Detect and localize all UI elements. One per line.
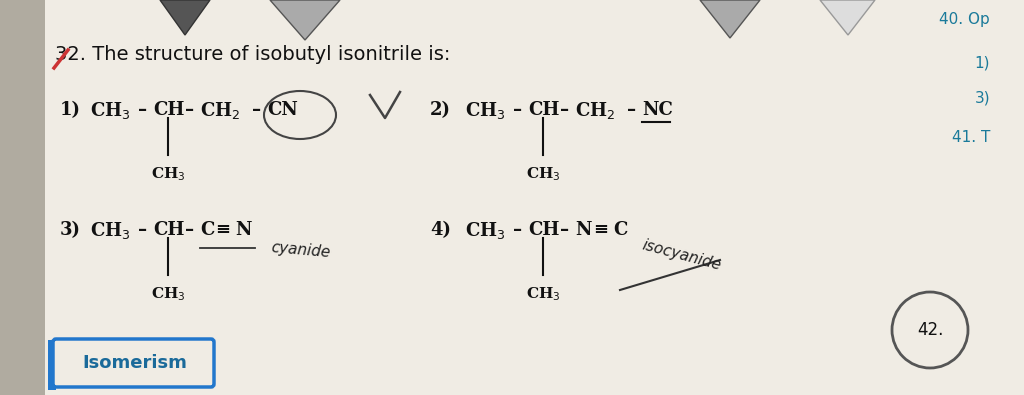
Text: CN: CN (267, 101, 298, 119)
Text: ≡: ≡ (593, 221, 608, 239)
Text: CH$_3$: CH$_3$ (525, 285, 560, 303)
Text: isocyanide: isocyanide (640, 237, 722, 273)
Text: 32. The structure of isobutyl isonitrile is:: 32. The structure of isobutyl isonitrile… (55, 45, 451, 64)
Text: 2): 2) (430, 101, 451, 119)
Text: –: – (185, 221, 195, 239)
Text: 3): 3) (60, 221, 81, 239)
Text: –: – (138, 221, 147, 239)
Text: CH$_3$: CH$_3$ (151, 165, 185, 183)
Text: CH$_3$: CH$_3$ (151, 285, 185, 303)
Text: –: – (560, 101, 569, 119)
Text: C: C (613, 221, 628, 239)
Text: 40. Op: 40. Op (939, 12, 990, 27)
Text: CH$_2$: CH$_2$ (200, 100, 241, 120)
Text: C: C (200, 221, 214, 239)
Text: 1): 1) (975, 55, 990, 70)
FancyBboxPatch shape (53, 339, 214, 387)
Bar (0, 0, 45, 395)
Text: CH$_2$: CH$_2$ (575, 100, 615, 120)
Text: –: – (138, 101, 147, 119)
Text: –: – (185, 101, 195, 119)
Text: 41. T: 41. T (951, 130, 990, 145)
Text: CH$_3$: CH$_3$ (90, 220, 130, 241)
Text: CH: CH (528, 221, 559, 239)
Text: Isomerism: Isomerism (83, 354, 187, 372)
Text: 42.: 42. (916, 321, 943, 339)
Text: N: N (575, 221, 592, 239)
Polygon shape (160, 0, 210, 35)
Text: 1): 1) (60, 101, 81, 119)
Text: 3): 3) (975, 90, 990, 105)
Text: CH$_3$: CH$_3$ (465, 220, 506, 241)
Text: –: – (513, 101, 522, 119)
Text: ≡: ≡ (215, 221, 230, 239)
Text: cyanide: cyanide (270, 240, 331, 260)
Polygon shape (700, 0, 760, 38)
Text: CH$_3$: CH$_3$ (465, 100, 506, 120)
Text: CH$_3$: CH$_3$ (90, 100, 130, 120)
Text: –: – (627, 101, 636, 119)
Text: –: – (513, 221, 522, 239)
Text: CH$_3$: CH$_3$ (525, 165, 560, 183)
Text: –: – (252, 101, 261, 119)
Text: N: N (234, 221, 252, 239)
Polygon shape (270, 0, 340, 40)
Text: NC: NC (642, 101, 673, 119)
Bar (48, 340, 56, 390)
Text: –: – (560, 221, 569, 239)
Text: CH: CH (153, 221, 184, 239)
Text: 4): 4) (430, 221, 451, 239)
Text: CH: CH (153, 101, 184, 119)
Text: CH: CH (528, 101, 559, 119)
Polygon shape (820, 0, 874, 35)
